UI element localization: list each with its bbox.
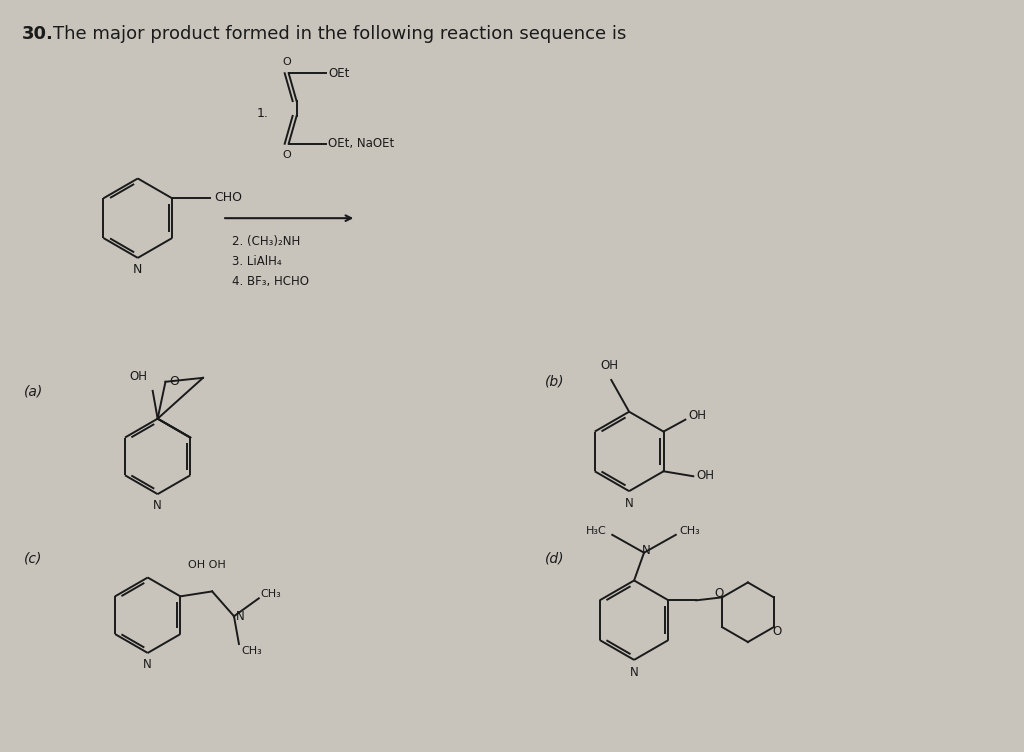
- Text: OH: OH: [130, 370, 147, 383]
- Text: N: N: [133, 263, 142, 276]
- Text: (c): (c): [24, 552, 42, 566]
- Text: OH OH: OH OH: [188, 559, 226, 569]
- Text: N: N: [625, 497, 634, 510]
- Text: 2. (CH₃)₂NH: 2. (CH₃)₂NH: [232, 235, 300, 248]
- Text: OEt, NaOEt: OEt, NaOEt: [329, 137, 394, 150]
- Text: CH₃: CH₃: [261, 590, 282, 599]
- Text: N: N: [236, 610, 245, 623]
- Text: OEt: OEt: [329, 67, 350, 80]
- Text: CHO: CHO: [214, 191, 242, 204]
- Text: (b): (b): [545, 375, 564, 389]
- Text: 30.: 30.: [22, 25, 53, 43]
- Text: N: N: [630, 666, 639, 679]
- Text: The major product formed in the following reaction sequence is: The major product formed in the followin…: [53, 25, 627, 43]
- Text: (a): (a): [24, 385, 43, 399]
- Text: 1.: 1.: [257, 108, 268, 120]
- Text: N: N: [143, 658, 153, 671]
- Text: CH₃: CH₃: [680, 526, 700, 536]
- Text: 3. LiAlH₄: 3. LiAlH₄: [232, 255, 282, 268]
- Text: 4. BF₃, HCHO: 4. BF₃, HCHO: [232, 274, 309, 288]
- Text: O: O: [283, 150, 291, 159]
- Text: CH₃: CH₃: [241, 646, 262, 656]
- Text: O: O: [715, 587, 724, 600]
- Text: O: O: [772, 625, 781, 638]
- Text: (d): (d): [545, 552, 564, 566]
- Text: OH: OH: [696, 468, 715, 482]
- Text: OH: OH: [688, 409, 707, 422]
- Text: H₃C: H₃C: [586, 526, 606, 536]
- Text: O: O: [283, 57, 291, 67]
- Text: O: O: [169, 375, 179, 388]
- Text: OH: OH: [600, 359, 618, 372]
- Text: N: N: [154, 499, 162, 512]
- Text: N: N: [642, 544, 650, 557]
